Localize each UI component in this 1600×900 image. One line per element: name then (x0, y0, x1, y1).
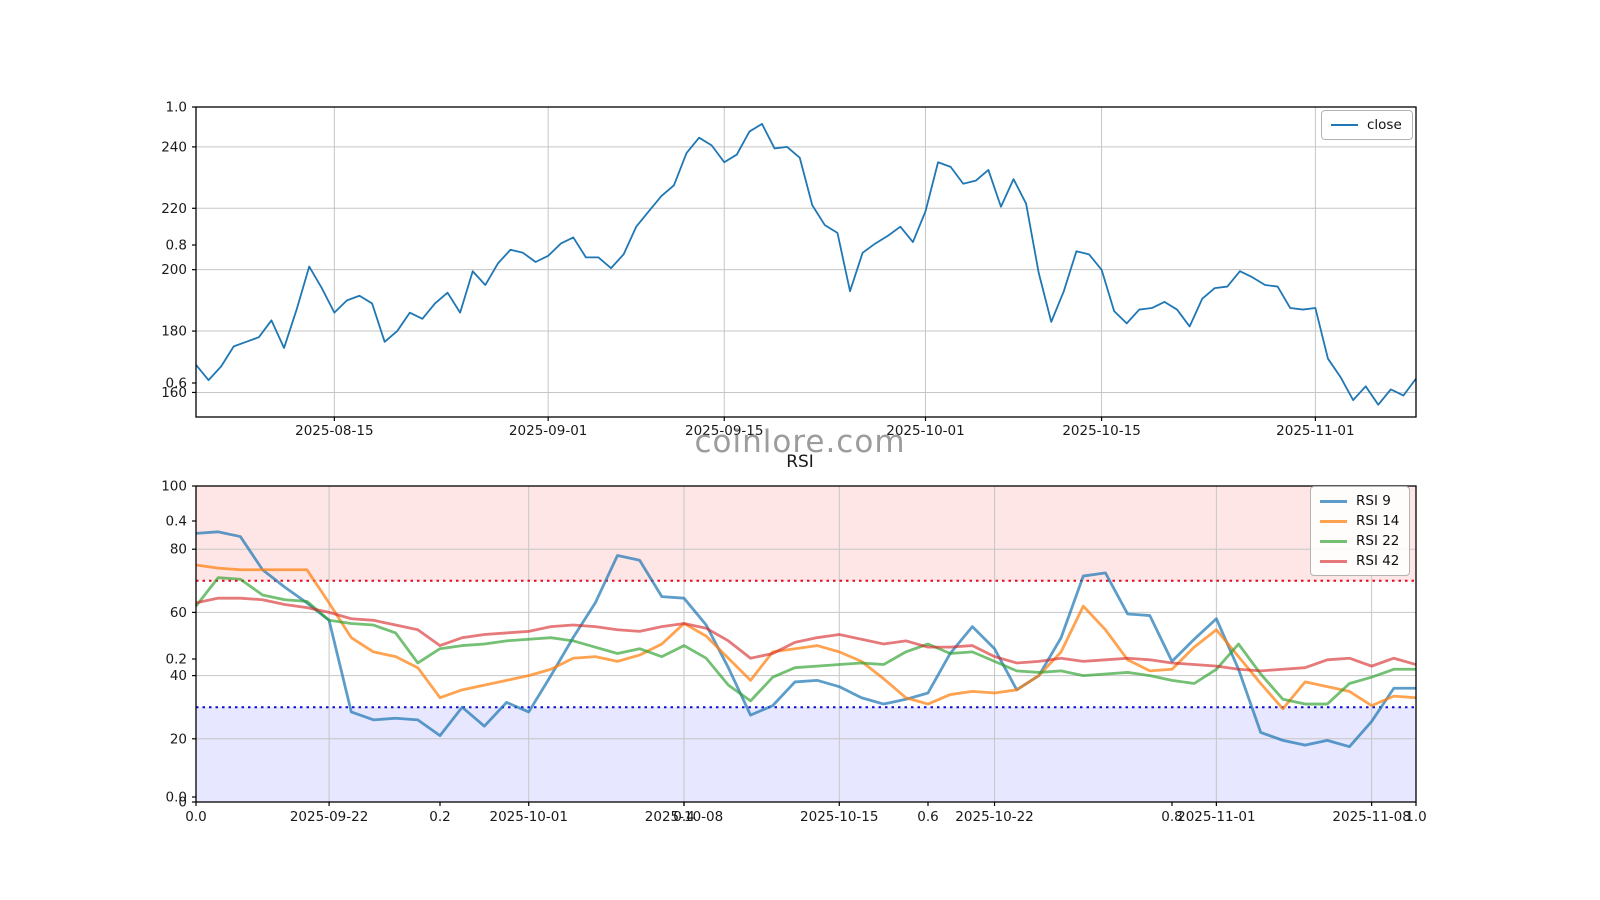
svg-text:0.2: 0.2 (429, 809, 450, 825)
rsi-legend-item-1: RSI 14 (1320, 511, 1399, 531)
svg-text:2025-10-01: 2025-10-01 (886, 423, 964, 439)
svg-text:1.0: 1.0 (1405, 809, 1426, 825)
rsi-9-line (195, 530, 1416, 749)
price-legend: close (1321, 110, 1413, 140)
price-legend-item-0: close (1331, 115, 1402, 135)
rsi-chart-frame (195, 485, 1417, 803)
svg-text:0.0: 0.0 (185, 809, 206, 825)
legend-line-swatch (1320, 539, 1347, 543)
svg-text:2025-09-22: 2025-09-22 (290, 809, 368, 825)
svg-text:80: 80 (170, 542, 187, 558)
svg-text:0.8: 0.8 (1161, 809, 1182, 825)
svg-text:20: 20 (170, 731, 187, 747)
legend-label: RSI 42 (1356, 553, 1400, 569)
legend-label: RSI 14 (1356, 513, 1400, 529)
rsi-14-line (195, 563, 1417, 711)
svg-text:0.6: 0.6 (166, 376, 187, 392)
rsi-42-line (195, 596, 1417, 673)
svg-text:2025-10-01: 2025-10-01 (489, 809, 567, 825)
legend-line-swatch (1320, 559, 1347, 563)
svg-text:0: 0 (178, 795, 187, 811)
legend-line-swatch (1320, 499, 1347, 503)
svg-text:2025-09-01: 2025-09-01 (509, 423, 587, 439)
svg-text:2025-10-15: 2025-10-15 (1062, 423, 1140, 439)
legend-label: RSI 9 (1356, 493, 1391, 509)
svg-text:2025-08-15: 2025-08-15 (295, 423, 373, 439)
rsi-legend-item-3: RSI 42 (1320, 551, 1399, 571)
svg-text:2025-10-22: 2025-10-22 (955, 809, 1033, 825)
svg-text:40: 40 (170, 668, 187, 684)
svg-text:2025-09-15: 2025-09-15 (685, 423, 763, 439)
svg-text:240: 240 (161, 139, 187, 155)
price-chart-frame (195, 106, 1417, 418)
svg-text:0.6: 0.6 (917, 809, 938, 825)
close-line (195, 122, 1417, 406)
svg-text:0.4: 0.4 (166, 514, 187, 530)
svg-text:2025-11-01: 2025-11-01 (1177, 809, 1255, 825)
svg-text:0.4: 0.4 (673, 809, 694, 825)
svg-text:180: 180 (161, 324, 187, 340)
legend-line-swatch (1331, 124, 1358, 126)
rsi-22-line (194, 576, 1416, 706)
svg-text:2025-11-08: 2025-11-08 (1332, 809, 1410, 825)
svg-text:220: 220 (161, 201, 187, 217)
legend-label: RSI 22 (1356, 533, 1400, 549)
rsi-legend: RSI 9 RSI 14 RSI 22 RSI 42 (1310, 486, 1411, 576)
legend-line-swatch (1320, 519, 1347, 523)
watermark: coinlore.com (694, 424, 906, 460)
svg-text:200: 200 (161, 262, 187, 278)
oversold-band (196, 707, 1416, 802)
legend-label: close (1367, 117, 1402, 133)
svg-text:0.0: 0.0 (166, 790, 187, 806)
svg-text:0.2: 0.2 (166, 652, 187, 668)
rsi-chart-title: RSI (786, 452, 814, 472)
overbought-band (196, 486, 1416, 581)
svg-text:2025-11-01: 2025-11-01 (1276, 423, 1354, 439)
rsi-legend-item-0: RSI 9 (1320, 491, 1399, 511)
rsi-legend-item-2: RSI 22 (1320, 531, 1399, 551)
svg-text:60: 60 (170, 605, 187, 621)
svg-text:100: 100 (161, 479, 187, 495)
svg-text:160: 160 (161, 385, 187, 401)
svg-text:1.0: 1.0 (166, 100, 187, 116)
svg-text:2025-10-15: 2025-10-15 (800, 809, 878, 825)
svg-text:0.8: 0.8 (166, 238, 187, 254)
svg-text:2025-10-08: 2025-10-08 (645, 809, 723, 825)
